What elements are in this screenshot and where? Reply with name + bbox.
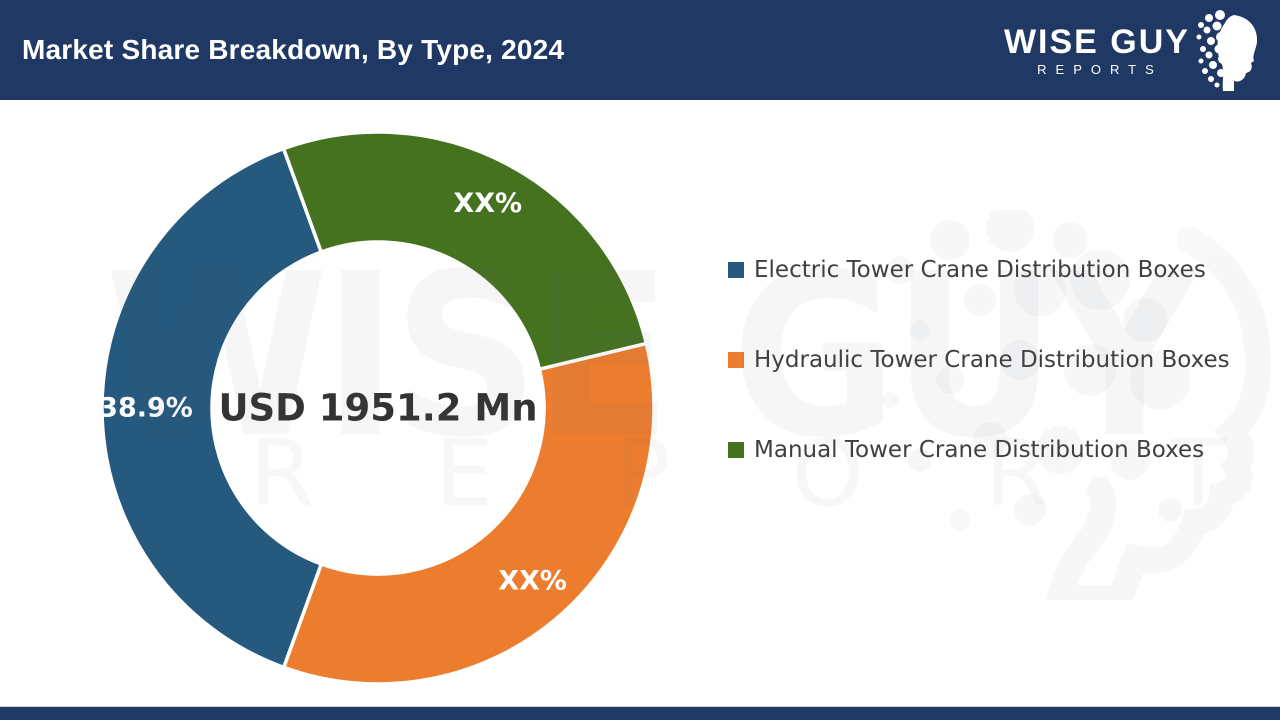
legend-swatch-0 (728, 262, 744, 278)
legend-label-2: Manual Tower Crane Distribution Boxes (754, 437, 1205, 463)
segment-label-2: XX% (453, 188, 522, 219)
pie-segment-2 (281, 130, 649, 371)
footer-hairline (0, 706, 1280, 707)
logo-text: WISE GUY REPORTS (1003, 22, 1190, 78)
page-title: Market Share Breakdown, By Type, 2024 (22, 34, 565, 65)
center-value: USD 1951.2 Mn (218, 386, 538, 430)
face-profile-icon (1196, 10, 1258, 91)
segment-label-0: 38.9% (99, 393, 193, 424)
pie-segment-1 (282, 341, 656, 686)
segment-label-1: XX% (498, 566, 567, 597)
logo-subtitle: REPORTS (1037, 62, 1163, 78)
legend-label-0: Electric Tower Crane Distribution Boxes (754, 257, 1206, 283)
legend-item-1: Hydraulic Tower Crane Distribution Boxes (728, 347, 1230, 373)
logo-wordmark: WISE GUY (1003, 22, 1190, 61)
legend-label-1: Hydraulic Tower Crane Distribution Boxes (754, 347, 1230, 373)
wise-guy-logo: WISE GUY REPORTS (1004, 10, 1262, 92)
legend-item-2: Manual Tower Crane Distribution Boxes (728, 437, 1204, 463)
legend-swatch-1 (728, 352, 744, 368)
header-bar: Market Share Breakdown, By Type, 2024 WI… (0, 0, 1280, 100)
footer-bar (0, 707, 1280, 720)
legend-swatch-2 (728, 442, 744, 458)
legend-item-0: Electric Tower Crane Distribution Boxes (728, 257, 1206, 283)
pie-segment-0 (100, 146, 324, 670)
